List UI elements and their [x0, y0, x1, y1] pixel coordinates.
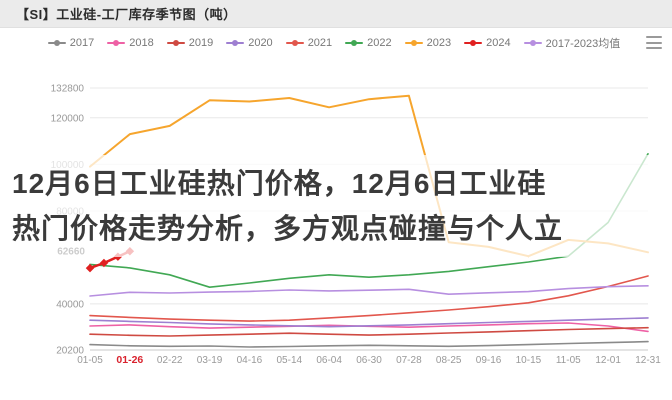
x-axis-label: 09-16: [476, 355, 502, 366]
x-axis-label: 12-01: [595, 355, 621, 366]
series-line-2022: [89, 153, 649, 288]
legend-label: 2019: [188, 37, 214, 49]
x-axis-label: 04-16: [237, 355, 263, 366]
legend-line-marker: [345, 40, 364, 46]
legend-item-2023[interactable]: 2023: [404, 37, 452, 49]
x-axis-label: 06-04: [316, 355, 342, 366]
legend-label: 2017-2023均值: [545, 38, 621, 50]
x-axis-label: 01-05: [77, 355, 103, 366]
y-axis-label: 120000: [51, 113, 85, 124]
x-axis-label: 05-14: [276, 355, 302, 366]
legend-item-2020[interactable]: 2020: [226, 37, 273, 49]
legend-label: 2023: [426, 37, 452, 49]
legend-line-marker: [285, 40, 304, 46]
series-line-2020: [89, 317, 649, 328]
x-axis-label: 12-31: [635, 355, 661, 366]
series-marker-2024: [99, 258, 109, 268]
legend-line-marker: [404, 40, 423, 46]
article-title-line1: 12月6日工业硅热门价格，12月6日工业硅: [12, 168, 547, 199]
legend-item-2017[interactable]: 2017: [47, 37, 95, 49]
series-line-2017: [89, 340, 649, 348]
legend-item-2021[interactable]: 2021: [285, 37, 333, 49]
legend-label: 2022: [367, 37, 392, 49]
x-axis-label: 08-25: [436, 355, 462, 366]
y-axis-label: 20200: [56, 346, 84, 357]
legend-item-2024[interactable]: 2024: [464, 37, 511, 49]
legend-label: 2024: [486, 37, 511, 49]
x-axis-label: 03-19: [197, 355, 223, 366]
legend-label: 2018: [129, 37, 154, 49]
y-axis-label: 132800: [51, 84, 85, 95]
series-line-2021: [89, 275, 649, 322]
x-axis-label: 06-30: [356, 355, 382, 366]
article-title-overlay: 12月6日工业硅热门价格，12月6日工业硅 热门价格走势分析，多方观点碰撞与个人…: [0, 155, 672, 257]
legend-item-2019[interactable]: 2019: [166, 37, 214, 49]
chart-title: 【SI】工业硅-工厂库存季节图（吨）: [16, 7, 237, 22]
x-axis-label: 10-15: [516, 355, 542, 366]
chart-legend: 2017 2018 2019 2020 2021 2022 2023 2024 2017-202…: [30, 31, 638, 55]
chart-header: 【SI】工业硅-工厂库存季节图（吨）: [0, 0, 672, 28]
legend-line-marker: [464, 40, 483, 46]
legend-label: 2020: [248, 37, 273, 49]
article-title-line2: 热门价格走势分析，多方观点碰撞与个人立: [12, 213, 564, 244]
legend-label: 2017: [69, 37, 95, 49]
legend-item-2022[interactable]: 2022: [345, 37, 392, 49]
legend-line-marker: [107, 40, 126, 46]
x-axis-label: 07-28: [396, 355, 422, 366]
legend-line-marker: [166, 40, 185, 46]
menu-icon[interactable]: [646, 36, 662, 49]
x-axis-label: 02-22: [157, 355, 183, 366]
series-line-2017-2023均值: [89, 285, 649, 297]
y-axis-label: 40000: [56, 299, 84, 310]
series-line-2019: [89, 326, 649, 337]
x-axis-label: 11-05: [556, 355, 581, 366]
series-marker-2024: [85, 263, 95, 273]
x-axis-label-current: 01-26: [116, 354, 143, 366]
legend-line-marker: [523, 40, 542, 46]
legend-item-2018[interactable]: 2018: [107, 37, 154, 49]
legend-line-marker: [47, 40, 66, 46]
legend-item-2017-2023均值[interactable]: 2017-2023均值: [523, 35, 621, 51]
legend-label: 2021: [307, 37, 333, 49]
legend-line-marker: [226, 40, 245, 46]
